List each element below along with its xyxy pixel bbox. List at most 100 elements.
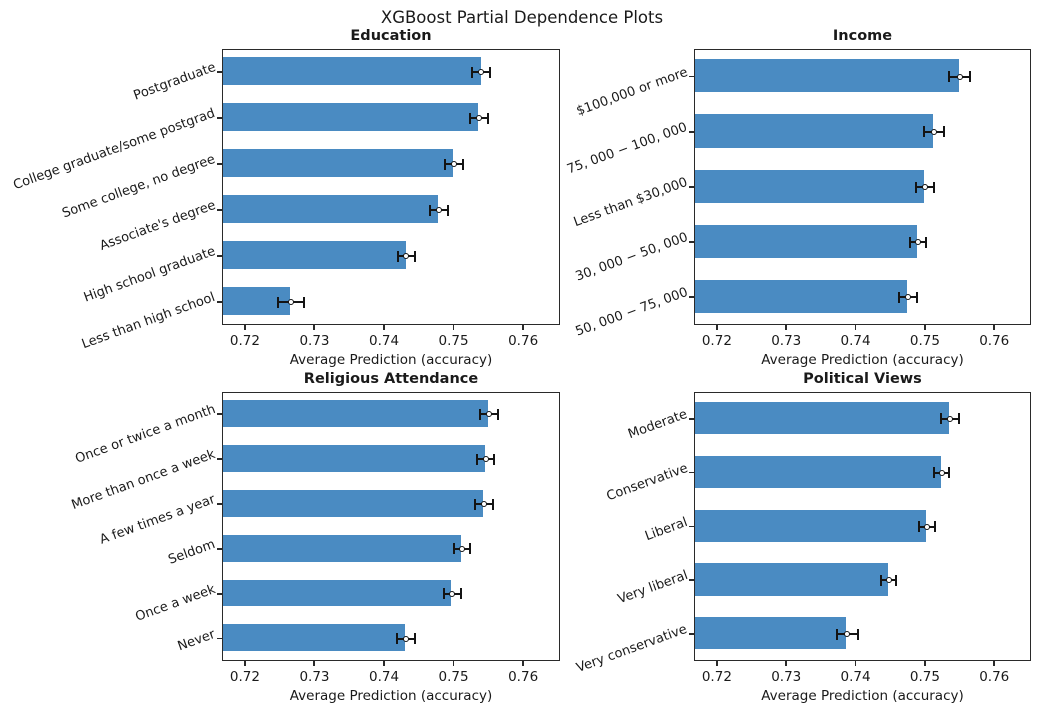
y-tick-mark (217, 209, 222, 211)
category-label: College graduate/some postgrad (11, 105, 218, 194)
error-bar-marker (956, 73, 963, 80)
x-tick-mark (923, 661, 926, 666)
x-axis-label: Average Prediction (accuracy) (761, 352, 964, 368)
error-bar-cap (880, 574, 883, 586)
bar (223, 534, 462, 562)
axes-box (694, 49, 1031, 325)
error-bar-marker (435, 207, 442, 213)
error-bar-cap (948, 467, 951, 479)
error-bar-cap (462, 158, 465, 170)
category-label: Conservative (604, 460, 690, 504)
error-bar-cap (479, 408, 482, 420)
error-bar-cap (932, 181, 935, 193)
error-bar-cap (934, 521, 937, 532)
axes-box (222, 392, 560, 661)
error-bar-cap (474, 498, 477, 510)
subplot-title: Education (350, 28, 432, 44)
bar (223, 400, 489, 428)
y-tick-mark (217, 547, 222, 550)
error-bar-cap (856, 628, 859, 640)
y-tick-mark (217, 503, 222, 505)
x-tick-label: 0.72 (701, 669, 732, 685)
y-tick-mark (689, 633, 694, 635)
error-bar-cap (968, 71, 971, 83)
x-tick-label: 0.73 (771, 333, 802, 349)
bar (695, 169, 925, 203)
x-tick-mark (715, 661, 718, 666)
y-tick-mark (689, 130, 694, 133)
x-tick-label: 0.74 (369, 669, 400, 685)
category-label: Very liberal (615, 568, 690, 608)
error-bar-cap (276, 296, 279, 308)
error-bar-cap (442, 588, 445, 600)
bar (695, 563, 889, 596)
x-tick-label: 0.72 (229, 333, 260, 349)
x-tick-mark (452, 661, 455, 666)
x-tick-label: 0.74 (840, 669, 871, 685)
category-label: Moderate (626, 406, 690, 443)
x-tick-mark (243, 325, 246, 330)
error-bar-cap (413, 633, 416, 645)
error-bar-cap (468, 112, 471, 124)
bar (695, 455, 941, 489)
x-tick-label: 0.73 (299, 333, 330, 349)
y-tick-mark (689, 471, 694, 474)
bar (223, 149, 454, 177)
y-tick-mark (217, 255, 222, 257)
x-tick-mark (993, 325, 996, 330)
error-bar-cap (459, 588, 462, 600)
error-bar-marker (403, 253, 410, 259)
error-bar-cap (925, 236, 928, 248)
x-tick-label: 0.73 (299, 669, 330, 685)
x-tick-mark (522, 325, 524, 330)
x-tick-mark (452, 325, 455, 330)
bar (695, 224, 918, 258)
error-bar-marker (482, 456, 489, 463)
x-tick-label: 0.76 (979, 669, 1010, 685)
y-tick-mark (689, 417, 694, 420)
y-tick-mark (689, 75, 694, 78)
category-label: Seldom (166, 536, 218, 568)
error-bar-cap (476, 453, 479, 465)
category-label: Postgraduate (131, 59, 218, 104)
x-tick-label: 0.75 (909, 333, 940, 349)
x-tick-label: 0.75 (909, 669, 940, 685)
bar (223, 489, 484, 517)
category-label: Associate's degree (97, 197, 218, 254)
error-bar-marker (930, 128, 937, 135)
error-bar-cap (468, 543, 471, 555)
error-bar-cap (908, 236, 911, 248)
error-bar-marker (914, 239, 921, 246)
x-tick-label: 0.76 (508, 333, 539, 349)
y-tick-mark (217, 637, 222, 640)
error-bar-marker (475, 115, 482, 121)
error-bar-cap (917, 521, 920, 532)
x-tick-mark (383, 661, 385, 666)
error-bar-marker (451, 161, 458, 167)
category-label: 30, 000 − 50, 000 (573, 230, 690, 285)
bar (695, 114, 934, 148)
figure-title: XGBoost Partial Dependence Plots (380, 8, 664, 27)
y-tick-mark (689, 296, 694, 299)
x-tick-mark (854, 661, 857, 666)
axes-box (694, 392, 1031, 661)
error-bar-cap (492, 498, 495, 510)
error-bar-cap (486, 112, 489, 124)
category-label: $100,000 or more (574, 64, 690, 119)
x-axis-label: Average Prediction (accuracy) (289, 688, 493, 704)
error-bar-marker (921, 184, 928, 190)
error-bar-cap (492, 453, 495, 465)
category-label: Once a week (133, 581, 218, 625)
x-tick-mark (854, 325, 857, 330)
bar (223, 195, 439, 223)
error-bar-cap (395, 633, 398, 645)
bar (695, 617, 847, 650)
bar (223, 241, 406, 269)
category-label: Very conservative (574, 622, 690, 677)
x-tick-label: 0.72 (701, 333, 732, 349)
x-tick-mark (243, 661, 246, 666)
category-label: Less than $30,000 (571, 174, 690, 231)
x-axis-label: Average Prediction (accuracy) (289, 352, 493, 368)
error-bar-marker (946, 415, 953, 422)
